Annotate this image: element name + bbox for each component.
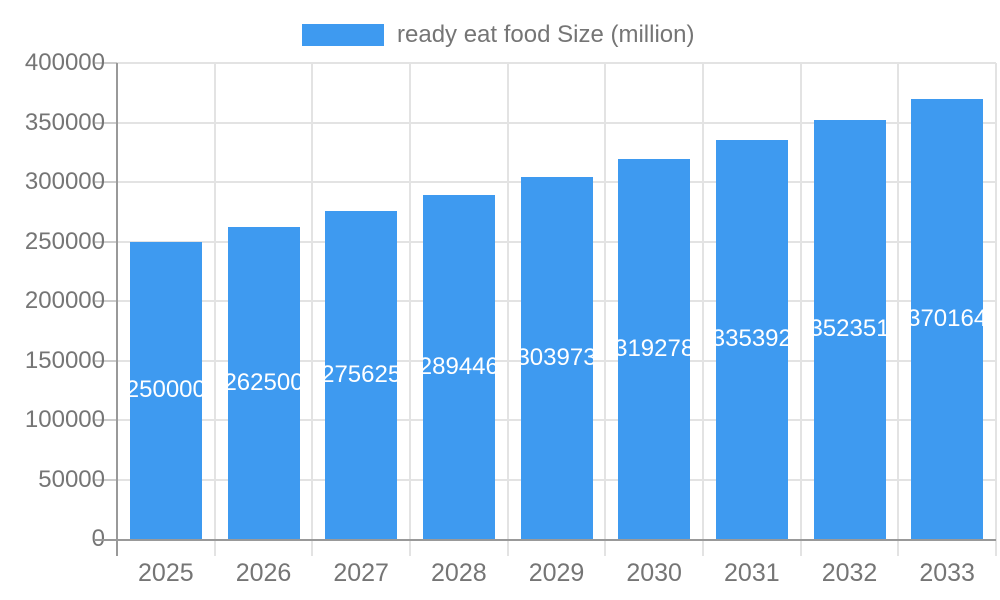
y-tick-label: 400000 [24, 49, 105, 76]
y-axis-tick [95, 181, 117, 183]
y-axis-tick [95, 62, 117, 64]
horizontal-gridline [117, 62, 996, 64]
y-axis-line [116, 63, 118, 556]
x-tick-label-2026: 2026 [235, 559, 292, 587]
y-tick-label: 50000 [38, 465, 105, 493]
bar-2030[interactable]: 319278 [618, 159, 691, 539]
bar-value-label: 275625 [325, 360, 398, 388]
x-tick-label-2028: 2028 [431, 559, 487, 587]
bar-2026[interactable]: 262500 [227, 226, 300, 539]
bar-2025[interactable]: 250000 [129, 241, 202, 539]
bar-2028[interactable]: 289446 [422, 194, 495, 539]
bar-value-label: 352351 [813, 315, 886, 343]
y-axis-tick [95, 478, 117, 481]
vertical-gridline [799, 63, 802, 556]
vertical-gridline [995, 63, 997, 556]
bar-value-label: 370164 [911, 304, 984, 332]
bar-value-label: 319278 [618, 335, 691, 363]
y-tick-label: 100000 [24, 406, 105, 433]
bar-2029[interactable]: 303973 [520, 177, 593, 539]
bar-2027[interactable]: 275625 [325, 211, 398, 539]
legend-label: ready eat food Size (million) [397, 21, 695, 48]
y-axis-tick [95, 240, 117, 243]
x-tick-label-2029: 2029 [528, 559, 585, 587]
legend-marker-swatch [302, 24, 384, 46]
horizontal-gridline [117, 121, 996, 124]
bar-2032[interactable]: 352351 [813, 119, 886, 539]
y-tick-label: 250000 [24, 227, 105, 255]
vertical-gridline [409, 63, 411, 556]
y-tick-label: 300000 [24, 168, 105, 195]
y-tick-label: 150000 [24, 346, 105, 374]
vertical-gridline [506, 63, 509, 556]
bar-value-label: 262500 [227, 368, 300, 396]
vertical-gridline [604, 63, 607, 556]
y-axis-tick [95, 419, 117, 421]
bar-value-label: 335392 [715, 325, 788, 353]
x-tick-label-2032: 2032 [821, 559, 878, 587]
bar-value-label: 250000 [129, 376, 202, 404]
vertical-gridline [702, 63, 704, 556]
bar-2031[interactable]: 335392 [715, 139, 788, 539]
x-tick-label-2030: 2030 [626, 559, 682, 587]
y-axis-tick [95, 359, 117, 362]
bar-value-label: 303973 [520, 344, 593, 372]
x-tick-label-2033: 2033 [919, 559, 975, 587]
x-tick-label-2025: 2025 [138, 559, 194, 587]
y-tick-label: 200000 [24, 287, 105, 314]
vertical-gridline [897, 63, 900, 556]
x-tick-label-2027: 2027 [333, 559, 389, 587]
x-axis-line [94, 539, 996, 541]
y-axis-tick [95, 300, 117, 302]
y-axis-tick [95, 121, 117, 124]
bar-2033[interactable]: 370164 [911, 98, 984, 539]
vertical-gridline [213, 63, 216, 556]
legend-item[interactable]: ready eat food Size (million) [302, 21, 694, 49]
y-tick-label: 350000 [24, 108, 105, 136]
x-tick-label-2031: 2031 [724, 559, 780, 587]
vertical-gridline [311, 63, 314, 556]
y-tick-label: 0 [0, 526, 105, 552]
bar-value-label: 289446 [422, 352, 495, 380]
